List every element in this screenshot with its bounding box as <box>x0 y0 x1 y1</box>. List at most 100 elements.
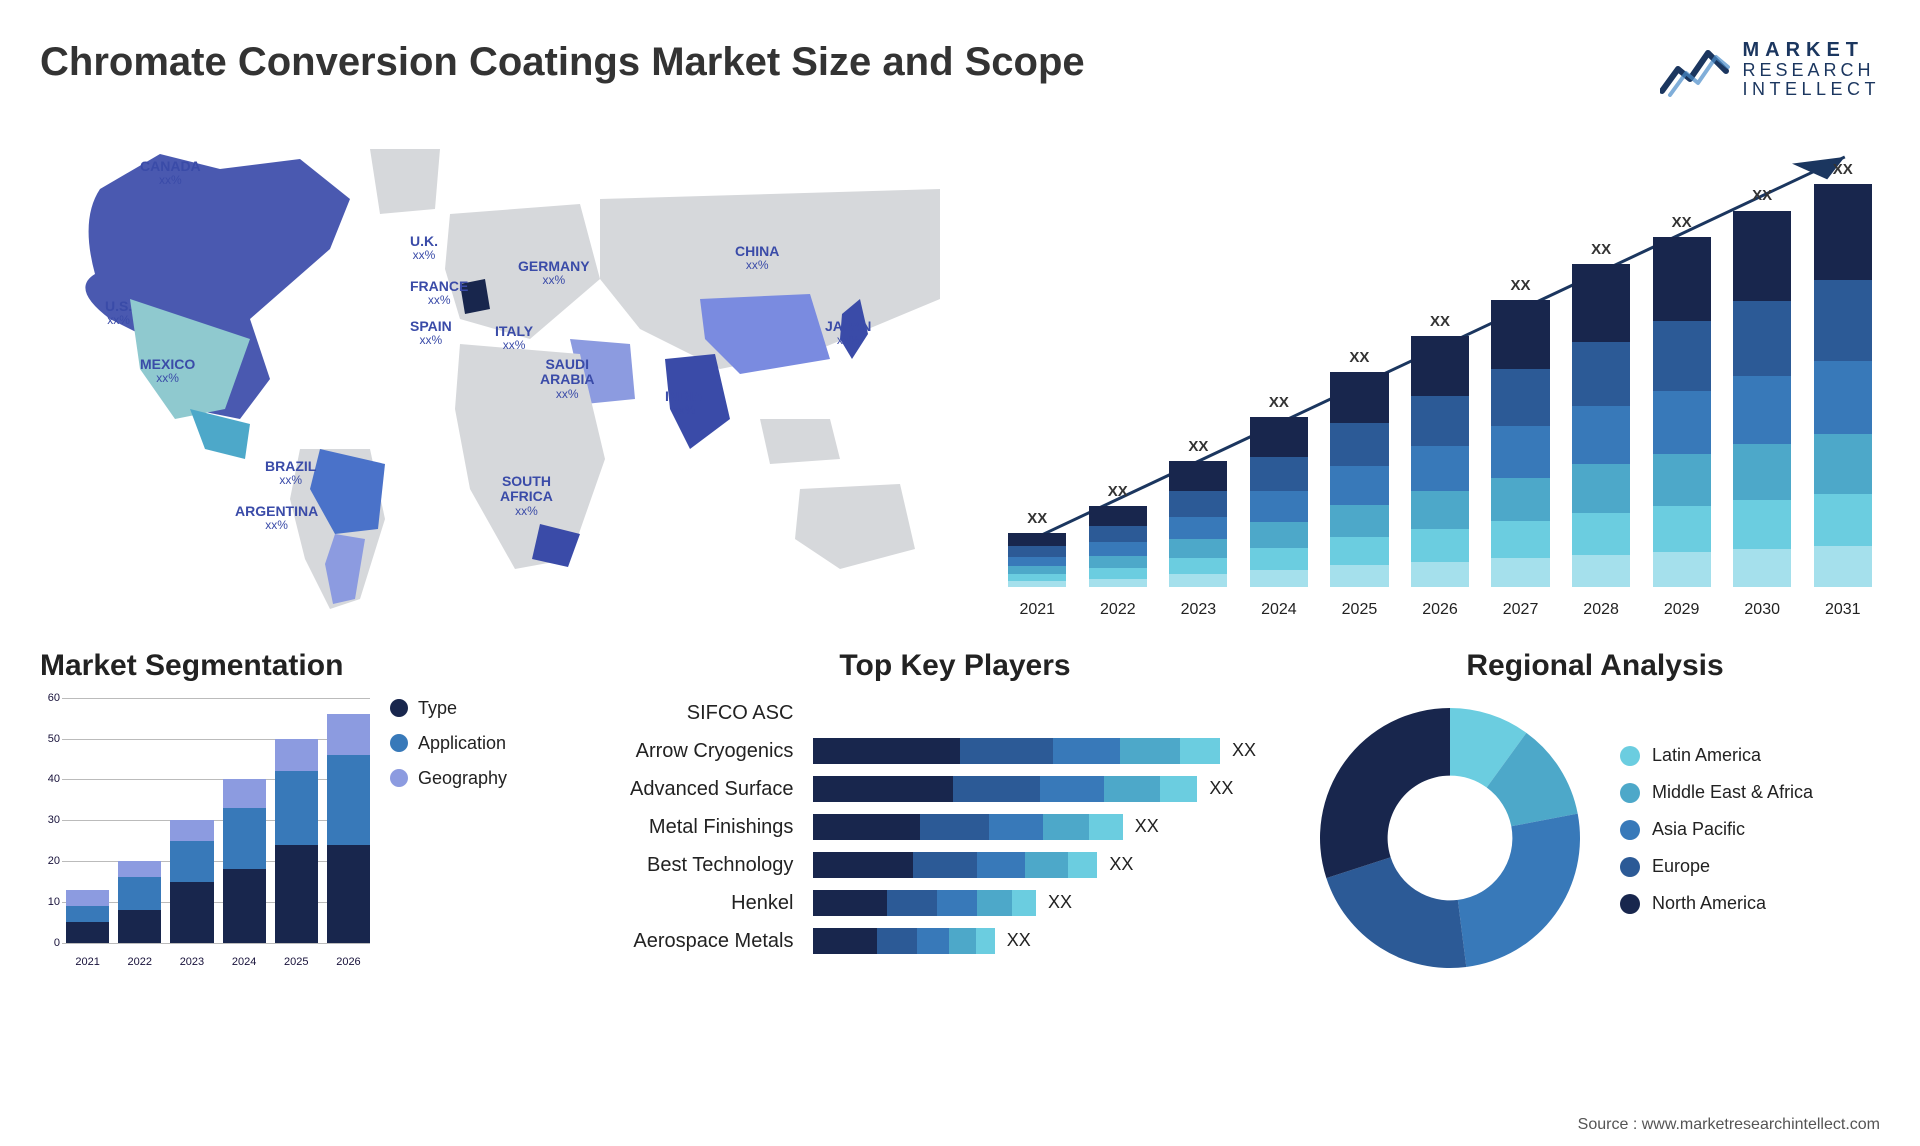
top-row: CANADAxx%U.S.xx%MEXICOxx%ARGENTINAxx%BRA… <box>40 119 1880 619</box>
seg-ytick: 50 <box>40 733 60 745</box>
growth-bar-label: XX <box>1483 277 1558 294</box>
seg-bar-2021 <box>66 890 109 943</box>
growth-bar-2026 <box>1403 336 1478 587</box>
map-label-india: INDIAxx% <box>665 389 703 418</box>
segmentation-chart: 0102030405060202120222023202420252026 <box>40 698 370 968</box>
brand-logo: MARKET RESEARCH INTELLECT <box>1660 40 1880 99</box>
map-label-spain: SPAINxx% <box>410 319 452 348</box>
seg-legend-item: Geography <box>390 768 507 789</box>
growth-bar-2029 <box>1644 237 1719 586</box>
growth-bar-2022 <box>1081 506 1156 587</box>
seg-bar-2022 <box>118 861 161 943</box>
kp-label: Arrow Cryogenics <box>630 736 793 766</box>
regional-donut-chart <box>1310 698 1590 978</box>
seg-legend-item: Type <box>390 698 507 719</box>
regional-panel: Regional Analysis Latin America Middle Ea… <box>1310 649 1880 978</box>
logo-mark-icon <box>1660 41 1730 97</box>
regional-legend: Latin America Middle East & Africa Asia Pa… <box>1620 745 1813 930</box>
growth-bar-2028 <box>1564 264 1639 587</box>
map-label-south-africa: SOUTHAFRICAxx% <box>500 474 553 518</box>
bottom-row: Market Segmentation 01020304050602021202… <box>40 649 1880 978</box>
reg-legend-item: North America <box>1620 893 1813 914</box>
seg-xaxis-label: 2023 <box>170 956 213 968</box>
growth-bar-label: XX <box>1242 394 1317 411</box>
kp-value: XX <box>1109 854 1133 875</box>
kp-value: XX <box>1048 892 1072 913</box>
map-label-china: CHINAxx% <box>735 244 779 273</box>
growth-bar-2030 <box>1725 210 1800 586</box>
growth-bar-2025 <box>1322 372 1397 587</box>
map-label-japan: JAPANxx% <box>825 319 871 348</box>
growth-bar-2027 <box>1483 300 1558 587</box>
kp-label: Henkel <box>630 888 793 918</box>
growth-bar-label: XX <box>1322 349 1397 366</box>
growth-xaxis-label: 2029 <box>1644 601 1719 619</box>
kp-value: XX <box>1209 778 1233 799</box>
map-label-saudi-arabia: SAUDIARABIAxx% <box>540 357 594 401</box>
growth-xaxis-label: 2031 <box>1805 601 1880 619</box>
seg-xaxis-label: 2025 <box>275 956 318 968</box>
growth-bar-label: XX <box>1403 313 1478 330</box>
growth-bar-label: XX <box>1644 214 1719 231</box>
source-credit: Source : www.marketresearchintellect.com <box>1578 1116 1880 1134</box>
seg-ytick: 10 <box>40 896 60 908</box>
map-label-germany: GERMANYxx% <box>518 259 590 288</box>
kp-value: XX <box>1007 930 1031 951</box>
key-players-panel: Top Key Players SIFCO ASC Arrow Cryogenic… <box>630 649 1280 978</box>
growth-xaxis-label: 2022 <box>1081 601 1156 619</box>
segmentation-title: Market Segmentation <box>40 649 600 683</box>
kp-row: XX <box>813 888 1280 918</box>
growth-bar-label: XX <box>1805 161 1880 178</box>
seg-xaxis-label: 2022 <box>118 956 161 968</box>
growth-bar-label: XX <box>1564 241 1639 258</box>
growth-bar-2031 <box>1805 184 1880 587</box>
key-players-bars: XXXXXXXXXXXX <box>813 698 1280 956</box>
seg-bar-2023 <box>170 820 213 942</box>
map-label-france: FRANCExx% <box>410 279 468 308</box>
seg-xaxis-label: 2024 <box>223 956 266 968</box>
map-label-u-k-: U.K.xx% <box>410 234 438 263</box>
segmentation-panel: Market Segmentation 01020304050602021202… <box>40 649 600 978</box>
seg-xaxis-label: 2026 <box>327 956 370 968</box>
seg-ytick: 20 <box>40 855 60 867</box>
kp-label: SIFCO ASC <box>630 698 793 728</box>
kp-label: Advanced Surface <box>630 774 793 804</box>
growth-xaxis-label: 2023 <box>1161 601 1236 619</box>
growth-bar-label: XX <box>1725 187 1800 204</box>
donut-segment <box>1458 813 1580 966</box>
seg-ytick: 40 <box>40 773 60 785</box>
kp-row: XX <box>813 812 1280 842</box>
map-label-italy: ITALYxx% <box>495 324 533 353</box>
kp-row: XX <box>813 736 1280 766</box>
growth-xaxis-label: 2028 <box>1564 601 1639 619</box>
growth-xaxis-label: 2025 <box>1322 601 1397 619</box>
kp-label: Aerospace Metals <box>630 926 793 956</box>
growth-chart-panel: XXXXXXXXXXXXXXXXXXXXXX 20212022202320242… <box>1000 119 1880 619</box>
growth-xaxis-label: 2027 <box>1483 601 1558 619</box>
kp-label: Best Technology <box>630 850 793 880</box>
growth-xaxis-label: 2026 <box>1403 601 1478 619</box>
segmentation-legend: Type Application Geography <box>390 698 507 803</box>
page-title: Chromate Conversion Coatings Market Size… <box>40 40 1085 85</box>
kp-value: XX <box>1135 816 1159 837</box>
growth-bar-2023 <box>1161 461 1236 586</box>
map-label-mexico: MEXICOxx% <box>140 357 195 386</box>
growth-chart: XXXXXXXXXXXXXXXXXXXXXX 20212022202320242… <box>1000 139 1880 619</box>
reg-legend-item: Middle East & Africa <box>1620 782 1813 803</box>
seg-xaxis-label: 2021 <box>66 956 109 968</box>
reg-legend-item: Asia Pacific <box>1620 819 1813 840</box>
growth-bar-label: XX <box>1081 483 1156 500</box>
seg-legend-item: Application <box>390 733 507 754</box>
growth-xaxis-label: 2021 <box>1000 601 1075 619</box>
key-players-title: Top Key Players <box>630 649 1280 683</box>
kp-row: XX <box>813 774 1280 804</box>
seg-bar-2025 <box>275 739 318 943</box>
reg-legend-item: Latin America <box>1620 745 1813 766</box>
regional-title: Regional Analysis <box>1310 649 1880 683</box>
seg-ytick: 0 <box>40 937 60 949</box>
growth-xaxis-label: 2030 <box>1725 601 1800 619</box>
kp-value: XX <box>1232 740 1256 761</box>
world-map-panel: CANADAxx%U.S.xx%MEXICOxx%ARGENTINAxx%BRA… <box>40 119 960 619</box>
key-players-labels: SIFCO ASC Arrow Cryogenics Advanced Surfac… <box>630 698 793 956</box>
donut-segment <box>1326 857 1466 968</box>
